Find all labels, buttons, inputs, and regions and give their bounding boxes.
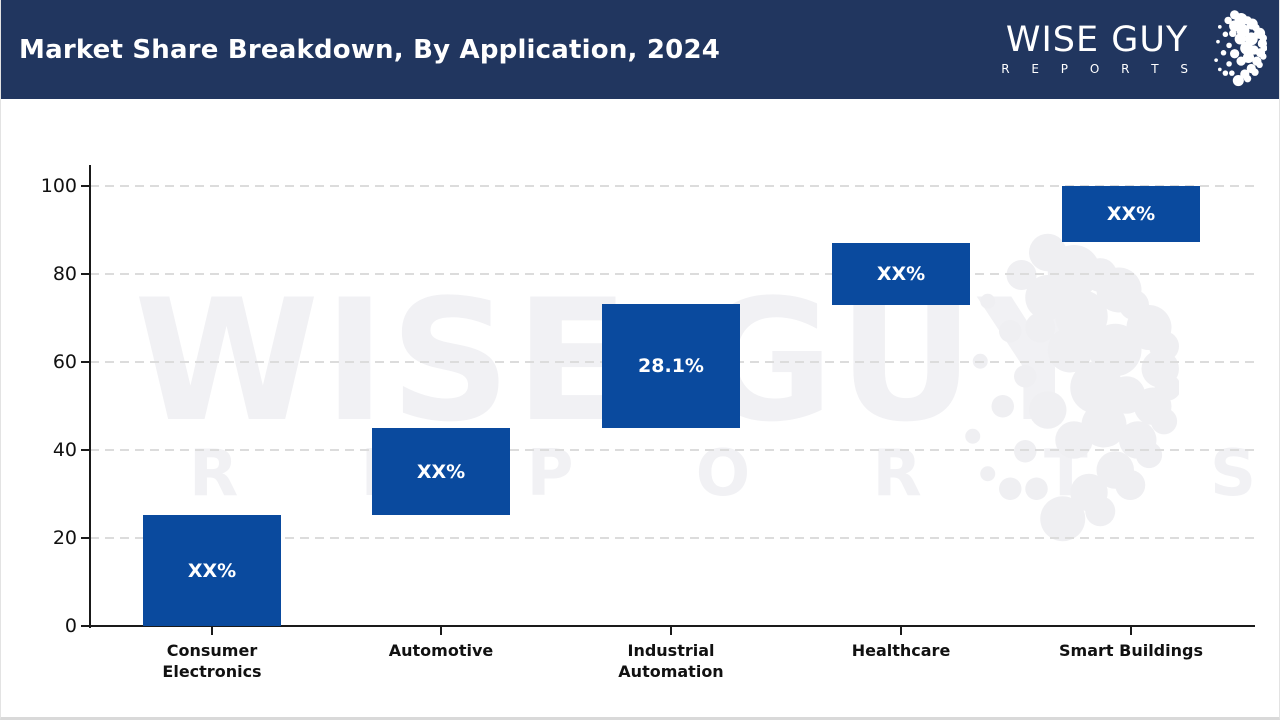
brand-logo: WISE GUY R E P O R T S — [997, 8, 1267, 92]
bar-value-label: 28.1% — [638, 355, 704, 378]
page-title: Market Share Breakdown, By Application, … — [19, 34, 721, 65]
bar-automotive: XX% — [372, 428, 510, 516]
y-axis-label: 20 — [52, 527, 77, 549]
bar-consumer-electronics: XX% — [143, 515, 281, 626]
bar-value-label: XX% — [187, 559, 237, 582]
y-axis-tick — [81, 361, 90, 363]
x-axis-tick — [900, 627, 902, 635]
bar-value-label: XX% — [876, 262, 926, 285]
gridline — [90, 273, 1254, 275]
brand-subtitle: R E P O R T S — [1001, 62, 1197, 76]
bar-value-label: XX% — [1106, 202, 1156, 225]
x-axis-tick — [440, 627, 442, 635]
x-axis-tick — [1130, 627, 1132, 635]
y-axis-label: 0 — [64, 615, 77, 637]
gridline — [90, 185, 1254, 187]
category-label: Smart Buildings — [1059, 641, 1203, 660]
y-axis-tick — [81, 537, 90, 539]
y-axis-label: 60 — [52, 351, 77, 373]
category-label: Healthcare — [851, 641, 951, 660]
y-axis-label: 80 — [52, 263, 77, 285]
bar-value-label: XX% — [416, 460, 466, 483]
bar-industrial-automation: 28.1% — [602, 304, 740, 428]
y-axis-label: 100 — [40, 175, 77, 197]
category-label: Consumer Electronics — [162, 641, 262, 681]
gridline — [90, 537, 1254, 539]
bar-healthcare: XX% — [832, 243, 970, 305]
header: Market Share Breakdown, By Application, … — [1, 0, 1279, 99]
x-axis-tick — [670, 627, 672, 635]
y-axis-tick — [81, 185, 90, 187]
y-axis-tick — [81, 273, 90, 275]
category-label: Automotive — [388, 641, 494, 660]
bar-smart-buildings: XX% — [1062, 186, 1200, 242]
x-axis-tick — [211, 627, 213, 635]
y-axis-tick — [81, 625, 90, 627]
logo-head-icon — [1214, 9, 1267, 86]
brand-name: WISE GUY — [1005, 20, 1189, 60]
category-label: Industrial Automation — [618, 641, 724, 681]
gridline — [90, 449, 1254, 451]
x-axis-line — [89, 625, 1255, 627]
y-axis-tick — [81, 449, 90, 451]
y-axis-line — [89, 165, 91, 628]
y-axis-label: 40 — [52, 439, 77, 461]
brand-logo-text: WISE GUY R E P O R T S — [997, 20, 1197, 77]
